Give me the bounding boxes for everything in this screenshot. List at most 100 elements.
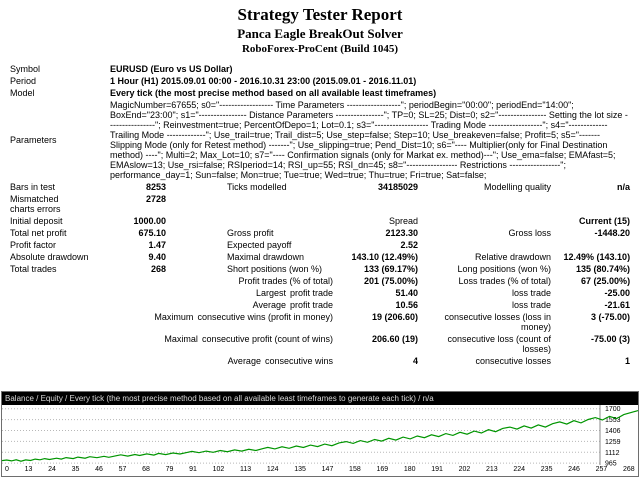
bars-in-test-value: 8253 [145, 182, 166, 192]
row-absolute-drawdown: Absolute drawdown 9.40 Maximal drawdown … [8, 250, 632, 262]
x-tick-label: 46 [95, 466, 103, 473]
chart-balance-label: Balance [5, 394, 34, 403]
svg-text:1553: 1553 [605, 417, 621, 424]
average-consecutive-wins-value: 4 [412, 356, 418, 366]
x-tick-label: 91 [189, 466, 197, 473]
maximum-consecutive-losses-label: consecutive losses (loss in money) [444, 312, 551, 332]
x-tick-label: 13 [24, 466, 33, 473]
row-mismatched-charts-errors: Mismatched charts errors 2728 [8, 192, 632, 214]
ticks-modelled-label: Ticks modelled [227, 182, 287, 192]
gross-profit-label: Gross profit [227, 228, 274, 238]
average-loss-trade-value: -21.61 [604, 300, 631, 310]
gross-loss-label: Gross loss [508, 228, 551, 238]
average-label-cell: Average profit trade [8, 298, 335, 310]
x-tick-label: 191 [431, 466, 443, 473]
largest-label: Largest [255, 288, 286, 298]
symbol-value: EURUSD (Euro vs US Dollar) [110, 64, 233, 74]
spacer-cell [168, 214, 225, 226]
absolute-drawdown-value: 9.40 [148, 252, 166, 262]
balance-chart: Balance / Equity / Every tick (the most … [1, 391, 639, 477]
x-tick-label: 0 [5, 466, 9, 473]
total-net-profit-value: 675.10 [138, 228, 166, 238]
x-tick-label: 180 [403, 466, 416, 473]
row-total-trades: Total trades 268 Short positions (won %)… [8, 262, 632, 274]
expected-payoff-label: Expected payoff [227, 240, 292, 250]
row-profit-trades: Profit trades (% of total) 201 (75.00%) … [8, 274, 632, 286]
x-tick-label: 57 [118, 466, 127, 473]
relative-drawdown-value: 12.49% (143.10) [563, 252, 631, 262]
short-positions-value: 133 (69.17%) [363, 264, 418, 274]
largest-loss-trade-value: -25.00 [604, 288, 631, 298]
row-period: Period 1 Hour (H1) 2015.09.01 00:00 - 20… [8, 74, 632, 86]
row-parameters: Parameters MagicNumber=67655; s0="------… [8, 98, 632, 180]
loss-trades-value: 67 (25.00%) [581, 276, 631, 286]
report-table: Symbol EURUSD (Euro vs US Dollar) Period… [8, 62, 632, 366]
maximal-drawdown-label: Maximal drawdown [227, 252, 305, 262]
largest-loss-trade-label: loss trade [511, 288, 551, 298]
expected-payoff-value: 2.52 [400, 240, 418, 250]
maximal-consecutive-profit-value: 206.60 (19) [371, 334, 418, 344]
row-bars-in-test: Bars in test 8253 Ticks modelled 3418502… [8, 180, 632, 192]
x-tick-label: 158 [349, 466, 361, 473]
average-label: Average [252, 300, 286, 310]
spacer-cell [168, 262, 225, 274]
average-consecutive-losses-value: 1 [625, 356, 631, 366]
short-positions-label: Short positions (won %) [227, 264, 323, 274]
chart-x-axis: 0 13 24 35 46 57 68 79 91 102 113 124 135 147 158 169 18… [2, 465, 638, 476]
maximal-consecutive-profit-label: consecutive profit (count of wins) [201, 334, 333, 344]
maximum-consecutive-losses-value: 3 (-75.00) [591, 312, 631, 322]
x-tick-label: 79 [165, 466, 174, 473]
average-loss-trade-label: loss trade [511, 300, 551, 310]
parameters-label: Parameters [10, 135, 57, 145]
modelling-quality-label: Modelling quality [483, 182, 551, 192]
chart-equity-label: Equity [40, 394, 63, 403]
model-value: Every tick (the most precise method base… [110, 88, 437, 98]
total-trades-label: Total trades [10, 264, 57, 274]
spacer-cell [168, 192, 632, 214]
spread-value: Current (15) [579, 216, 631, 226]
mismatched-label-cell: Mismatched charts errors [8, 192, 108, 214]
parameters-value: MagicNumber=67655; s0="-----------------… [110, 100, 628, 180]
largest-profit-trade-label: profit trade [289, 288, 333, 298]
row-maximum-consecutive: Maximum consecutive wins (profit in money… [8, 310, 632, 332]
chart-separator: / [415, 394, 423, 403]
gross-profit-value: 2123.30 [385, 228, 418, 238]
svg-text:965: 965 [605, 461, 617, 468]
row-maximal-consecutive: Maximal consecutive profit (count of wins… [8, 332, 632, 354]
spread-label: Spread [388, 216, 418, 226]
report-header: Strategy Tester Report Panca Eagle Break… [0, 0, 640, 56]
relative-drawdown-label: Relative drawdown [474, 252, 551, 262]
maximum-label-cell: Maximum consecutive wins (profit in money… [8, 310, 335, 332]
long-positions-label: Long positions (won %) [457, 264, 551, 274]
row-average-consecutive: Average consecutive wins 4 consecutive lo… [8, 354, 632, 366]
initial-deposit-value: 1000.00 [133, 216, 166, 226]
chart-header: Balance / Equity / Every tick (the most … [2, 392, 638, 405]
row-model: Model Every tick (the most precise metho… [8, 86, 632, 98]
largest-label-cell: Largest profit trade [8, 286, 335, 298]
x-tick-label: 246 [568, 466, 580, 473]
spacer-cell [420, 238, 632, 250]
row-average-trade: Average profit trade 10.56 loss trade -21… [8, 298, 632, 310]
average-consecutive-wins-label: consecutive wins [264, 356, 333, 366]
ticks-modelled-value: 34185029 [377, 182, 418, 192]
x-tick-label: 24 [48, 466, 56, 473]
chart-separator: / [33, 394, 41, 403]
total-net-profit-label: Total net profit [10, 228, 67, 238]
x-tick-label: 235 [540, 466, 553, 473]
maximum-label: Maximum [154, 312, 194, 322]
average-consecutive-label: Average [227, 356, 261, 366]
profit-trades-value: 201 (75.00%) [363, 276, 418, 286]
row-initial-deposit: Initial deposit 1000.00 Spread Current (… [8, 214, 632, 226]
chart-model-description: Every tick (the most precise method base… [69, 394, 416, 403]
gross-loss-value: -1448.20 [594, 228, 631, 238]
average-consecutive-losses-label: consecutive losses [475, 356, 551, 366]
x-tick-label: 124 [266, 466, 279, 473]
svg-text:1406: 1406 [605, 428, 621, 435]
period-label: Period [10, 76, 37, 86]
x-tick-label: 35 [71, 466, 80, 473]
period-value: 1 Hour (H1) 2015.09.01 00:00 - 2016.10.3… [110, 76, 417, 86]
maximal-drawdown-value: 143.10 (12.49%) [351, 252, 418, 262]
row-symbol: Symbol EURUSD (Euro vs US Dollar) [8, 62, 632, 74]
model-label: Model [10, 88, 35, 98]
